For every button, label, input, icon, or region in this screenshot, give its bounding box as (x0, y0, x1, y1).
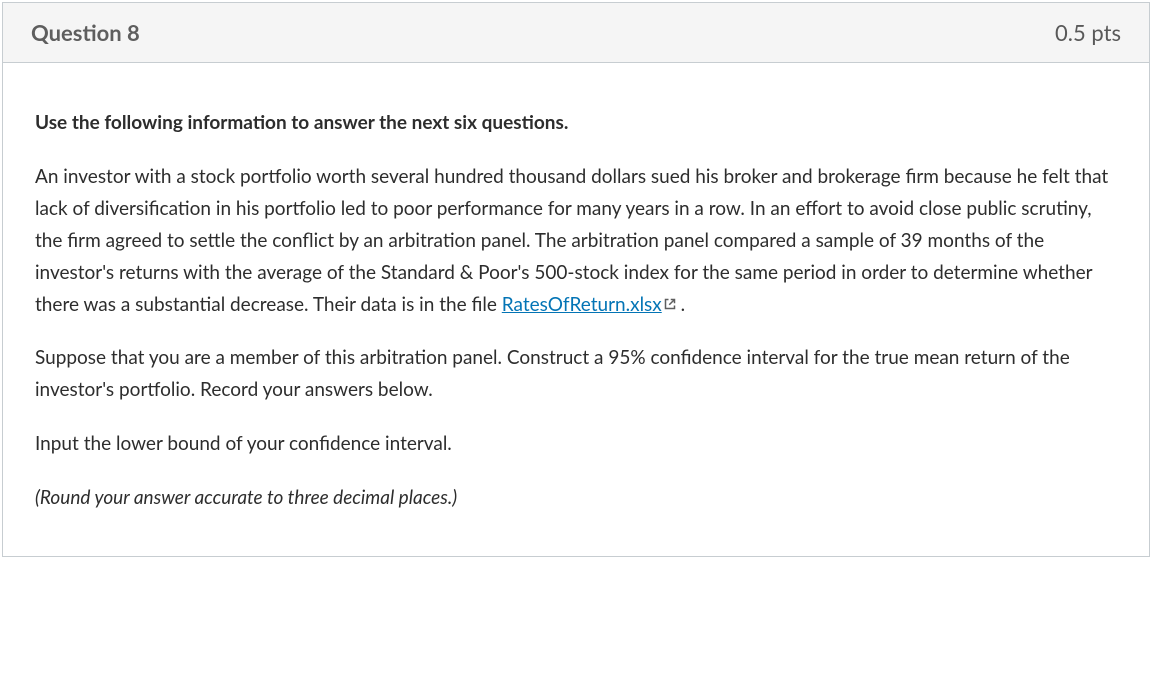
question-card: Question 8 0.5 pts Use the following inf… (2, 2, 1150, 557)
scenario-text-after-link: . (676, 293, 685, 316)
file-link[interactable]: RatesOfReturn.xlsx (502, 293, 662, 316)
external-link-icon (664, 298, 676, 310)
rounding-note: (Round your answer accurate to three dec… (35, 482, 1117, 514)
intro-instructions: Use the following information to answer … (35, 107, 1117, 139)
task-paragraph: Suppose that you are a member of this ar… (35, 342, 1117, 406)
question-header: Question 8 0.5 pts (3, 3, 1149, 63)
question-title: Question 8 (31, 19, 140, 46)
scenario-paragraph: An investor with a stock portfolio worth… (35, 161, 1117, 321)
question-body: Use the following information to answer … (3, 63, 1149, 556)
question-points: 0.5 pts (1055, 19, 1121, 46)
input-instruction: Input the lower bound of your confidence… (35, 428, 1117, 460)
